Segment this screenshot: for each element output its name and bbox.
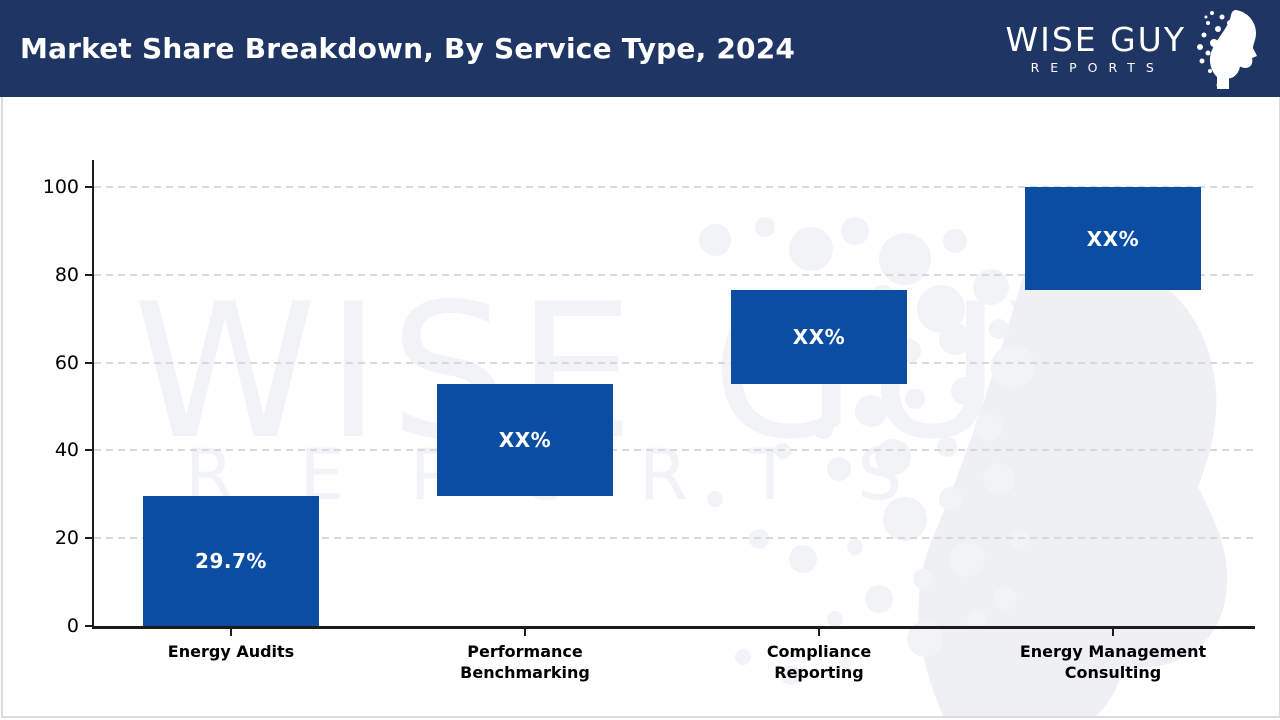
gridline [94, 186, 1255, 188]
gridline [94, 273, 1255, 276]
y-tick [85, 537, 92, 540]
gridline [94, 361, 1255, 364]
brand-logo: WISE GUY REPORTS [1005, 6, 1266, 92]
x-tick [1112, 629, 1114, 636]
bar: XX% [1025, 187, 1201, 291]
x-category-label: Energy Management Consulting [1019, 642, 1207, 682]
x-category-label: Performance Benchmarking [460, 642, 590, 682]
chart-canvas: WISE GUY REPORTS 29.7%XX%XX%XX% 02040608… [1, 97, 1280, 718]
gridline [94, 449, 1255, 452]
bar: XX% [437, 384, 613, 496]
y-tick-label: 40 [54, 439, 79, 462]
y-tick [85, 361, 92, 364]
x-tick [230, 629, 232, 636]
brand-name: WISE GUY [1005, 19, 1186, 59]
page-title: Market Share Breakdown, By Service Type,… [20, 32, 796, 65]
y-tick [85, 273, 92, 276]
y-tick [85, 449, 92, 452]
gridline [94, 537, 1255, 540]
y-tick-label: 20 [54, 527, 79, 550]
y-tick-label: 60 [54, 351, 79, 374]
y-axis-line [92, 160, 94, 629]
brand-subtitle: REPORTS [1030, 59, 1165, 75]
x-category-label: Compliance Reporting [766, 642, 872, 682]
bar: XX% [731, 290, 907, 385]
bar-value-label: 29.7% [195, 548, 267, 573]
header: Market Share Breakdown, By Service Type,… [0, 0, 1280, 97]
y-tick [85, 186, 92, 188]
x-tick [818, 629, 820, 636]
y-tick-label: 0 [66, 615, 79, 637]
bar-value-label: XX% [1086, 226, 1140, 251]
y-tick [85, 625, 92, 627]
bar-value-label: XX% [792, 325, 846, 350]
x-tick [524, 629, 526, 636]
x-axis-line [92, 626, 1255, 629]
x-category-label: Energy Audits [167, 642, 295, 661]
plot-area: 29.7% XX% XX% XX% [92, 160, 1255, 629]
y-tick-label: 100 [42, 176, 79, 198]
bar: 29.7% [143, 495, 319, 626]
brand-logo-text: WISE GUY REPORTS [1005, 23, 1186, 75]
brand-face-icon [1197, 9, 1257, 89]
y-tick-label: 80 [54, 263, 79, 286]
bar-value-label: XX% [498, 427, 552, 452]
